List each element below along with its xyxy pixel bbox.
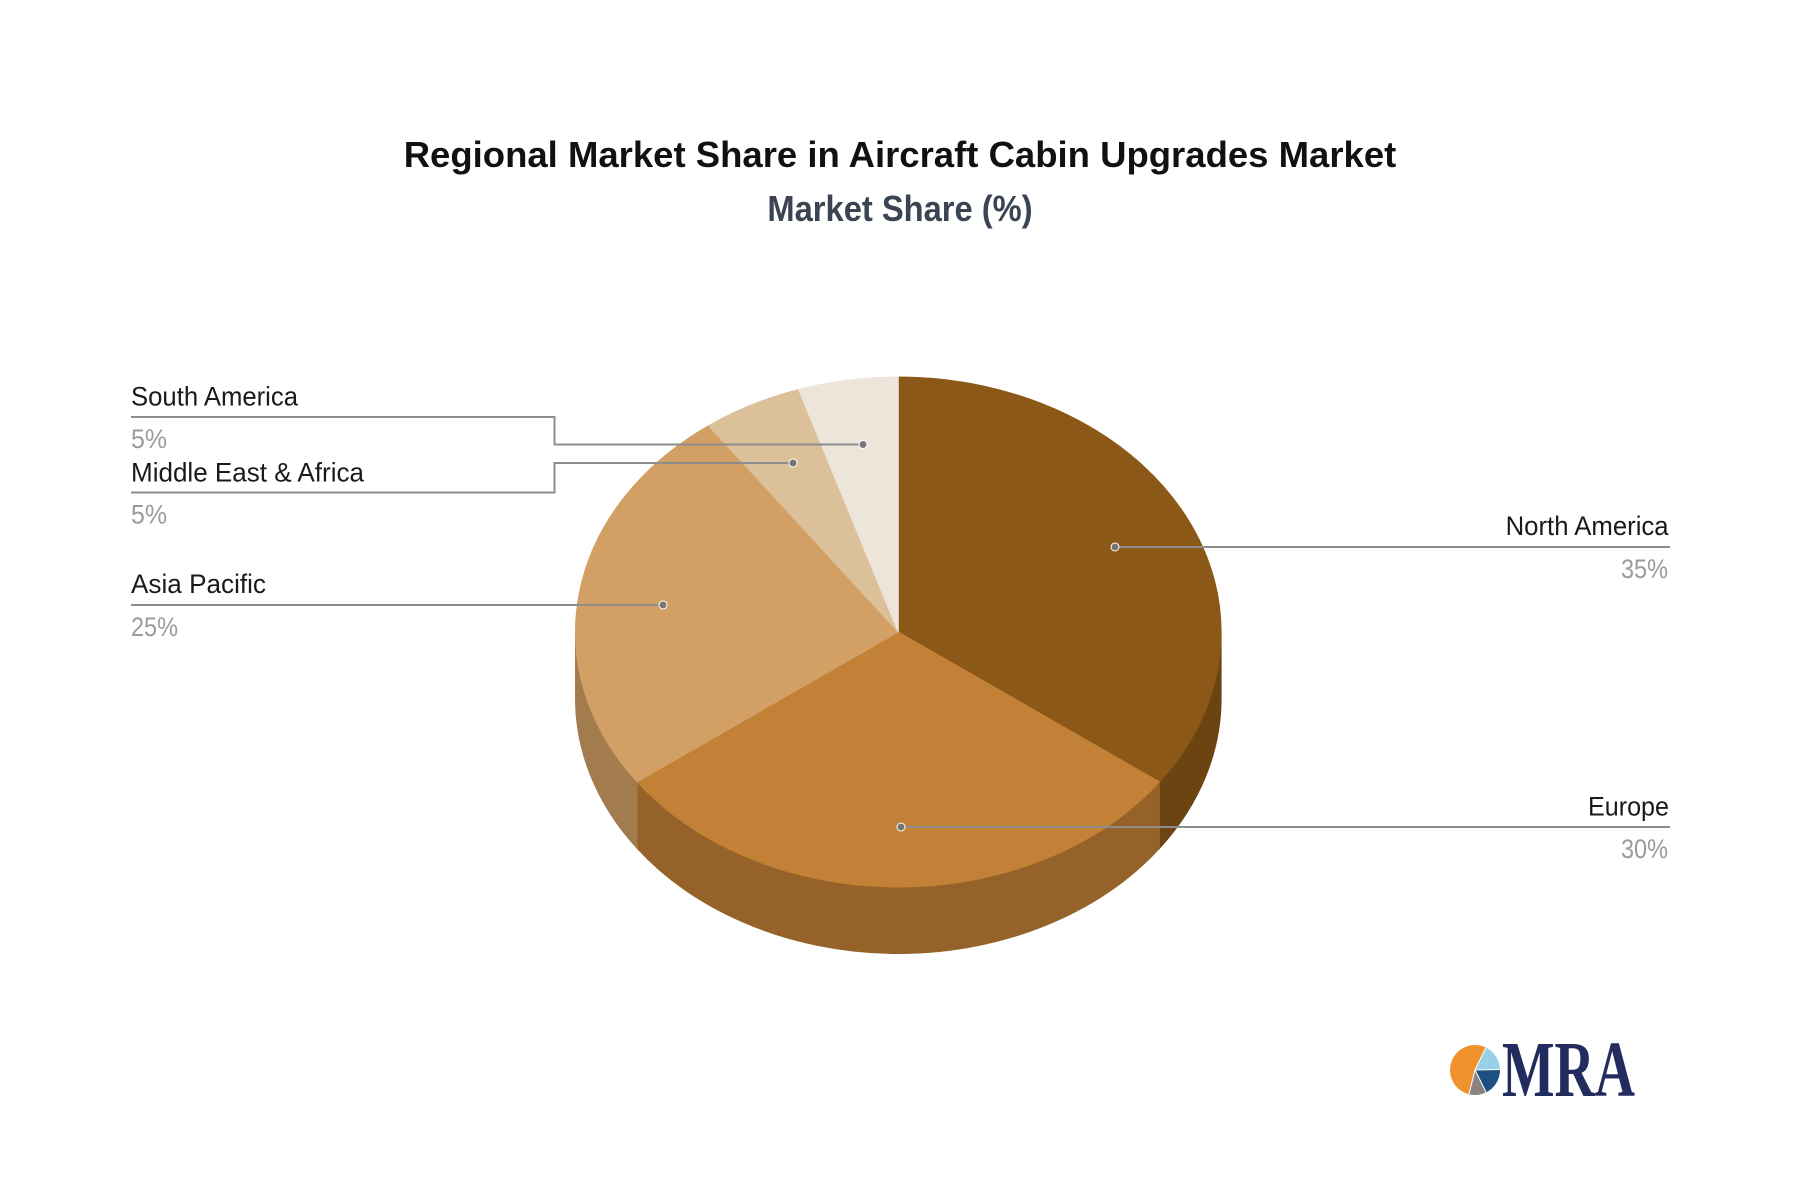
svg-text:Regional Market Share in Aircr: Regional Market Share in Aircraft Cabin … (404, 134, 1397, 175)
svg-text:MRA: MRA (1502, 1027, 1635, 1114)
svg-text:Middle East & Africa: Middle East & Africa (131, 458, 365, 488)
svg-text:25%: 25% (131, 612, 178, 642)
svg-text:35%: 35% (1621, 554, 1668, 584)
svg-text:North America: North America (1506, 511, 1670, 541)
svg-text:Market Share (%): Market Share (%) (767, 188, 1032, 229)
svg-text:Asia Pacific: Asia Pacific (131, 569, 266, 599)
svg-text:30%: 30% (1621, 834, 1668, 864)
svg-text:5%: 5% (131, 424, 167, 454)
svg-text:5%: 5% (131, 500, 167, 530)
svg-text:Europe: Europe (1588, 791, 1669, 821)
svg-text:South America: South America (131, 382, 299, 412)
